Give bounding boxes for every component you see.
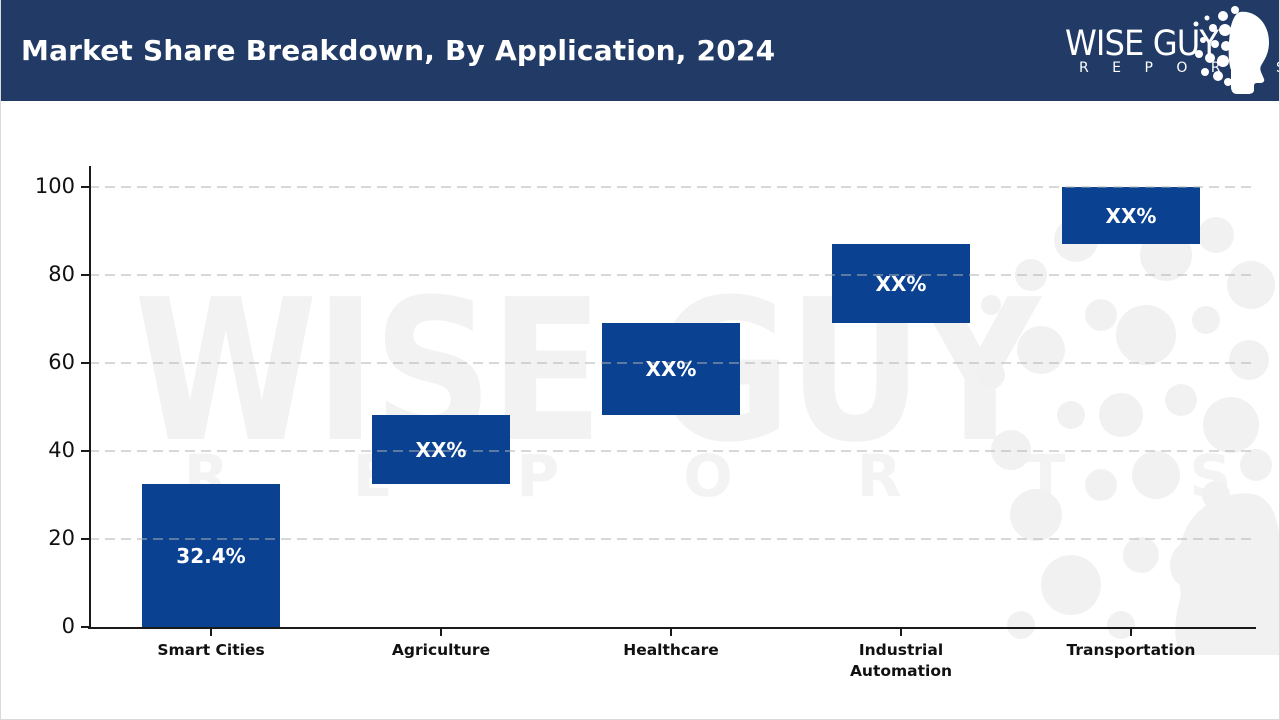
y-tick-mark — [81, 538, 89, 540]
y-tick-label: 0 — [61, 614, 75, 638]
axis-y — [89, 166, 91, 629]
header-bar: Market Share Breakdown, By Application, … — [1, 0, 1279, 101]
bar-value-label: XX% — [1105, 203, 1157, 228]
y-tick-mark — [81, 274, 89, 276]
y-tick-label: 40 — [48, 438, 75, 462]
x-tick-mark — [210, 628, 212, 636]
bar-value-label: XX% — [415, 437, 467, 462]
brand-subname: R E P O R T S — [1079, 60, 1280, 76]
x-tick-label: Transportation — [1066, 641, 1196, 659]
grid-line — [89, 186, 1256, 188]
x-tick-label: Healthcare — [623, 641, 719, 659]
page-title: Market Share Breakdown, By Application, … — [21, 34, 776, 67]
bar — [142, 484, 280, 627]
grid-line — [89, 274, 1256, 276]
bar-value-label: XX% — [875, 271, 927, 296]
grid-line — [89, 538, 1256, 540]
y-tick-label: 60 — [48, 350, 75, 374]
watermark-subtext: R E P O R T S — [184, 442, 1280, 510]
axis-x — [88, 627, 1256, 629]
bar — [1062, 187, 1200, 245]
x-tick-mark — [1130, 628, 1132, 636]
x-tick-label: Smart Cities — [157, 641, 265, 659]
bar-value-label: XX% — [645, 357, 697, 382]
x-tick-label: Agriculture — [391, 641, 491, 659]
bar-value-label: 32.4% — [176, 543, 246, 568]
bar — [372, 414, 510, 485]
y-tick-label: 100 — [34, 174, 75, 198]
y-tick-mark — [81, 626, 89, 628]
x-tick-mark — [670, 628, 672, 636]
x-tick-mark — [900, 628, 902, 636]
y-tick-mark — [81, 450, 89, 452]
brand-head-icon — [1193, 6, 1269, 94]
y-tick-label: 80 — [48, 262, 75, 286]
grid-line — [89, 450, 1256, 452]
y-tick-label: 20 — [48, 526, 75, 550]
bar — [832, 244, 970, 324]
brand-logo: WISE GUY R E P O R T S — [1021, 0, 1279, 101]
grid-line — [89, 362, 1256, 364]
y-tick-mark — [81, 186, 89, 188]
x-tick-label: Industrial Automation — [849, 641, 953, 680]
brand-name: WISE GUY — [1065, 24, 1219, 64]
y-tick-mark — [81, 362, 89, 364]
x-tick-mark — [440, 628, 442, 636]
bar — [602, 323, 740, 415]
